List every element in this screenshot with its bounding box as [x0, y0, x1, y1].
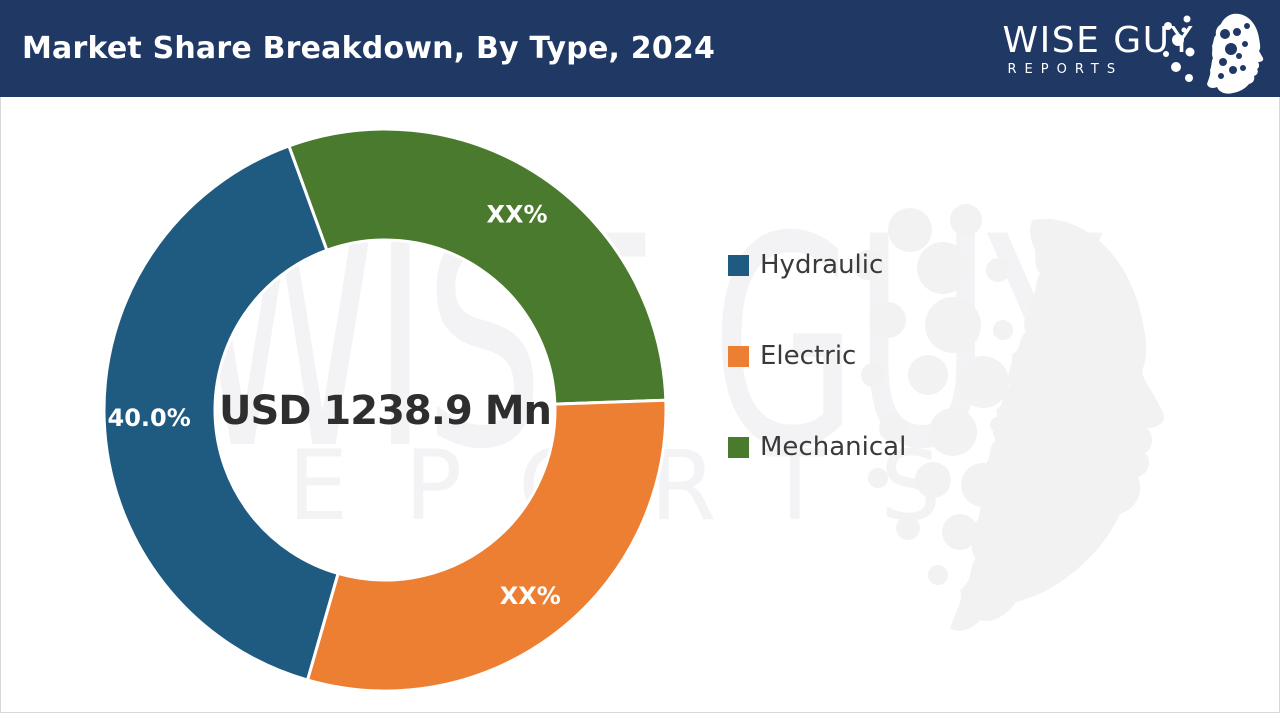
- page-title: Market Share Breakdown, By Type, 2024: [22, 31, 716, 66]
- legend-swatch-electric: [728, 345, 749, 367]
- slice-label-mechanical: XX%: [486, 200, 547, 228]
- brand-subtitle: REPORTS: [1007, 61, 1124, 77]
- slice-label-hydraulic: 40.0%: [108, 404, 191, 432]
- legend-item-hydraulic: Hydraulic: [728, 250, 883, 280]
- legend-label-hydraulic: Hydraulic: [760, 250, 884, 280]
- legend-label-electric: Electric: [760, 341, 857, 371]
- legend-item-electric: Electric: [728, 341, 856, 371]
- legend-swatch-mechanical: [728, 436, 749, 458]
- donut-slice-mechanical: [287, 127, 668, 406]
- donut-slice-hydraulic: [102, 144, 340, 682]
- legend-item-mechanical: Mechanical: [728, 432, 906, 462]
- brand-name: WISE GUY: [1002, 20, 1194, 62]
- brand-logo: WISE GUY REPORTS: [1003, 4, 1269, 94]
- legend-swatch-hydraulic: [728, 254, 749, 276]
- brand-logo-text: WISE GUY REPORTS: [1003, 21, 1195, 77]
- logo-face-icon: [1163, 13, 1264, 94]
- legend-label-mechanical: Mechanical: [760, 432, 907, 462]
- donut-center-value: USD 1238.9 Mn: [219, 388, 552, 434]
- header-bar: Market Share Breakdown, By Type, 2024 WI…: [0, 0, 1280, 97]
- watermark-face-icon: [853, 204, 1165, 631]
- donut-slice-electric: [306, 398, 668, 693]
- slice-label-electric: XX%: [500, 582, 561, 610]
